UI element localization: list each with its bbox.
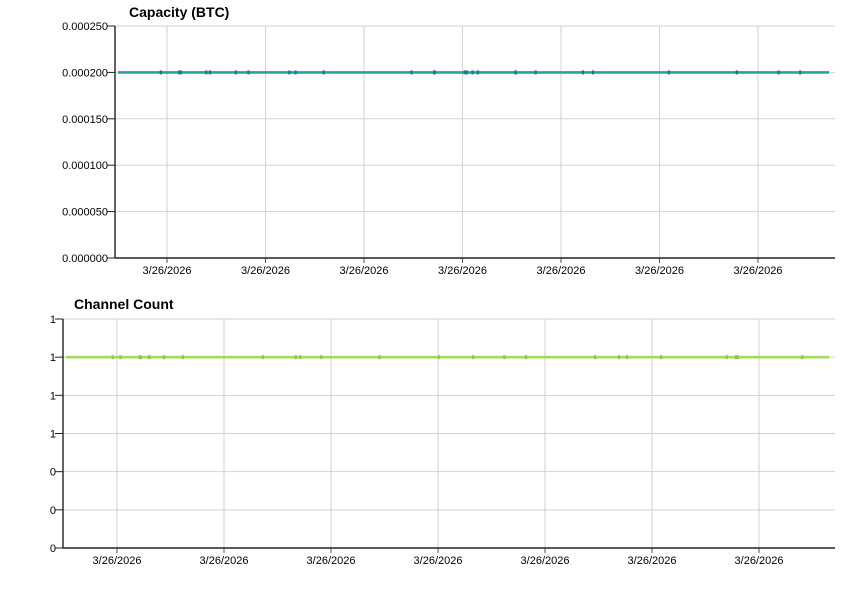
channel-count-chart-title: Channel Count — [74, 296, 174, 312]
y-tick-label: 1 — [50, 429, 56, 441]
x-tick-label: 3/26/2026 — [340, 265, 389, 277]
y-tick-label: 1 — [50, 314, 56, 326]
x-tick-label: 3/26/2026 — [307, 555, 356, 567]
x-tick-label: 3/26/2026 — [93, 555, 142, 567]
x-tick-label: 3/26/2026 — [241, 265, 290, 277]
x-tick-label: 3/26/2026 — [200, 555, 249, 567]
channel-count-chart: Channel Count 0 0 0 1 1 1 1 3/26/2026 3/26/2026 3… — [0, 292, 860, 600]
y-tick-label: 0 — [50, 505, 56, 517]
y-tick-label: 0.000050 — [62, 207, 108, 219]
y-tick-label: 0.000200 — [62, 67, 108, 79]
y-tick-label: 0.000150 — [62, 114, 108, 126]
x-tick-label: 3/26/2026 — [438, 265, 487, 277]
y-tick-label: 0 — [50, 467, 56, 479]
x-tick-label: 3/26/2026 — [635, 265, 684, 277]
y-tick-label: 0 — [50, 543, 56, 555]
capacity-chart-title: Capacity (BTC) — [129, 4, 230, 20]
x-tick-label: 3/26/2026 — [414, 555, 463, 567]
y-tick-label: 1 — [50, 352, 56, 364]
x-tick-label: 3/26/2026 — [735, 555, 784, 567]
x-tick-label: 3/26/2026 — [521, 555, 570, 567]
channel-count-chart-plot: 0 0 0 1 1 1 1 3/26/2026 3/26/2026 3/26/2026 3/26/2… — [50, 314, 835, 567]
y-tick-label: 0.000000 — [62, 253, 108, 265]
y-tick-label: 1 — [50, 390, 56, 402]
capacity-chart: Capacity (BTC) 0.000000 0.000050 0.000100 0… — [0, 0, 860, 292]
y-tick-label: 0.000100 — [62, 160, 108, 172]
x-tick-label: 3/26/2026 — [628, 555, 677, 567]
y-tick-label: 0.000250 — [62, 21, 108, 33]
x-tick-label: 3/26/2026 — [734, 265, 783, 277]
x-tick-label: 3/26/2026 — [537, 265, 586, 277]
x-tick-label: 3/26/2026 — [143, 265, 192, 277]
capacity-chart-plot: 0.000000 0.000050 0.000100 0.000150 0.000200… — [62, 21, 835, 277]
